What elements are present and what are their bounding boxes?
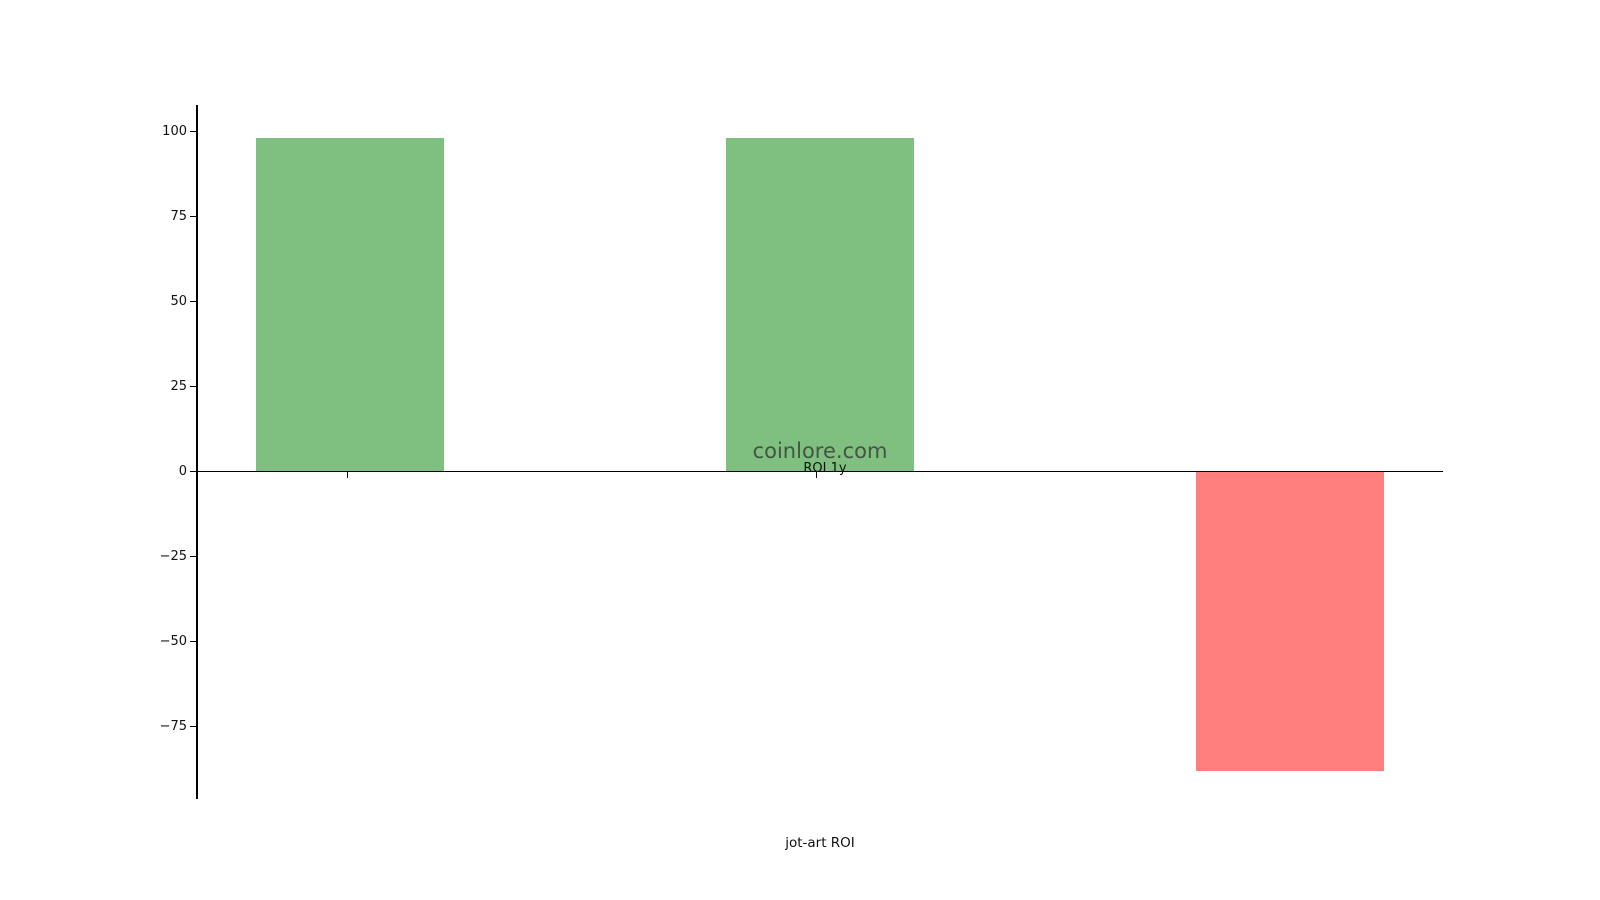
y-tick-label: −25 (159, 548, 187, 564)
watermark-text: coinlore.com (752, 439, 888, 463)
x-tick-mark (816, 471, 818, 478)
y-tick-mark (190, 215, 196, 218)
y-tick-mark (190, 300, 196, 303)
bar-series-2 (1196, 471, 1384, 771)
y-tick-label: 50 (170, 293, 187, 309)
x-tick-label: ROI 1y (803, 461, 847, 476)
y-tick-mark (190, 640, 196, 643)
bar-ROI 1y (726, 138, 914, 472)
y-axis-spine (196, 105, 198, 799)
y-tick-label: −75 (159, 718, 187, 734)
y-tick-mark (190, 725, 196, 728)
chart-bottom-label: jot-art ROI (785, 835, 855, 851)
y-tick-label: 0 (178, 463, 187, 479)
y-tick-mark (190, 470, 196, 473)
bar-series-0 (256, 138, 444, 472)
y-tick-mark (190, 555, 196, 558)
y-tick-label: 25 (170, 378, 187, 394)
x-tick-mark (347, 471, 349, 478)
x-axis-zero-line (196, 470, 1443, 473)
y-tick-label: 75 (170, 208, 187, 224)
y-tick-mark (190, 385, 196, 388)
y-tick-label: 100 (162, 123, 187, 139)
y-tick-mark (190, 130, 196, 133)
y-tick-label: −50 (159, 633, 187, 649)
